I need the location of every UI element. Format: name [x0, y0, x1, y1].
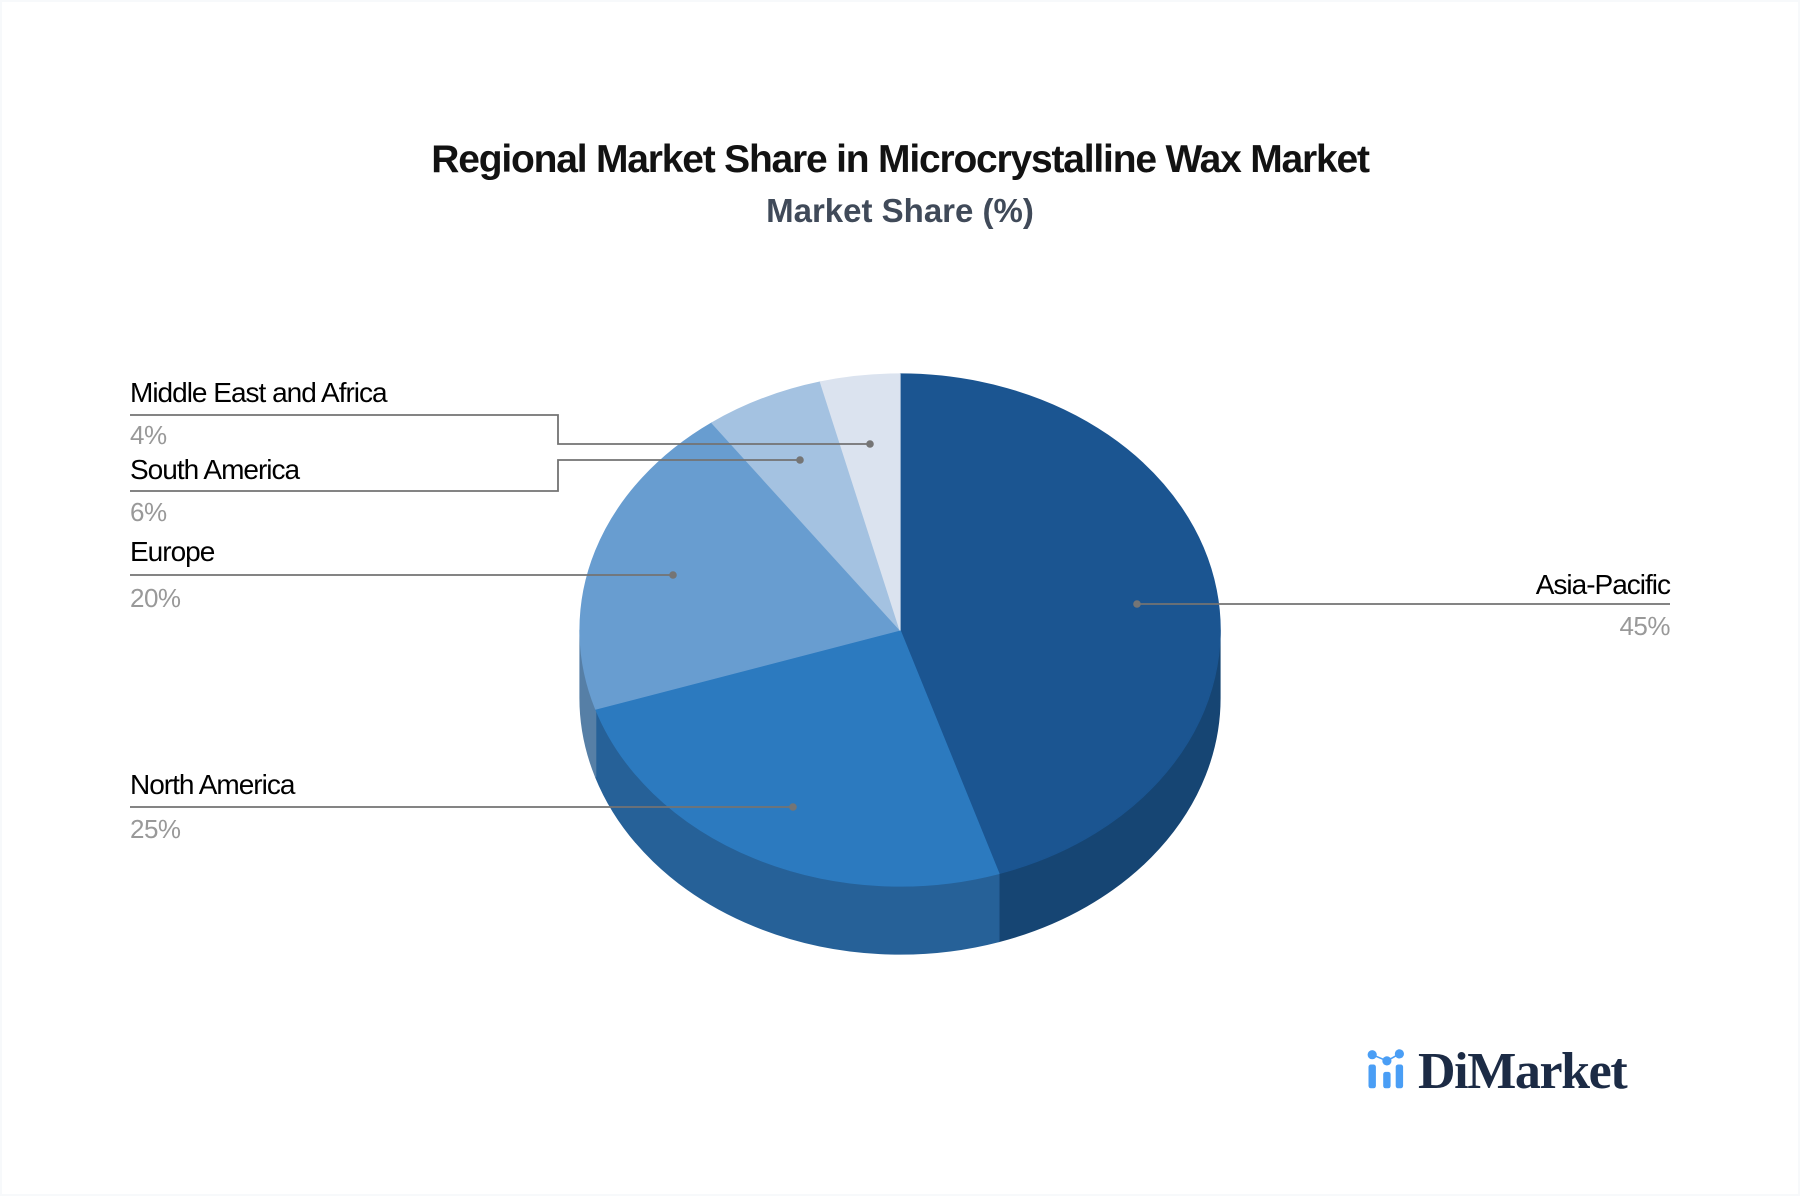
svg-text:4%: 4%	[130, 420, 167, 450]
svg-text:Middle East and Africa: Middle East and Africa	[130, 377, 388, 408]
svg-text:Market Share (%): Market Share (%)	[766, 192, 1034, 229]
svg-text:25%: 25%	[130, 814, 181, 844]
svg-text:South America: South America	[130, 454, 301, 485]
svg-text:20%: 20%	[130, 583, 181, 613]
svg-text:North America: North America	[130, 769, 296, 800]
svg-text:Asia-Pacific: Asia-Pacific	[1536, 569, 1671, 600]
svg-text:6%: 6%	[130, 497, 167, 527]
svg-text:45%: 45%	[1619, 611, 1670, 641]
svg-text:DiMarket: DiMarket	[1418, 1043, 1628, 1100]
svg-text:Europe: Europe	[130, 536, 215, 567]
svg-text:Regional Market Share in Micro: Regional Market Share in Microcrystallin…	[431, 138, 1370, 181]
